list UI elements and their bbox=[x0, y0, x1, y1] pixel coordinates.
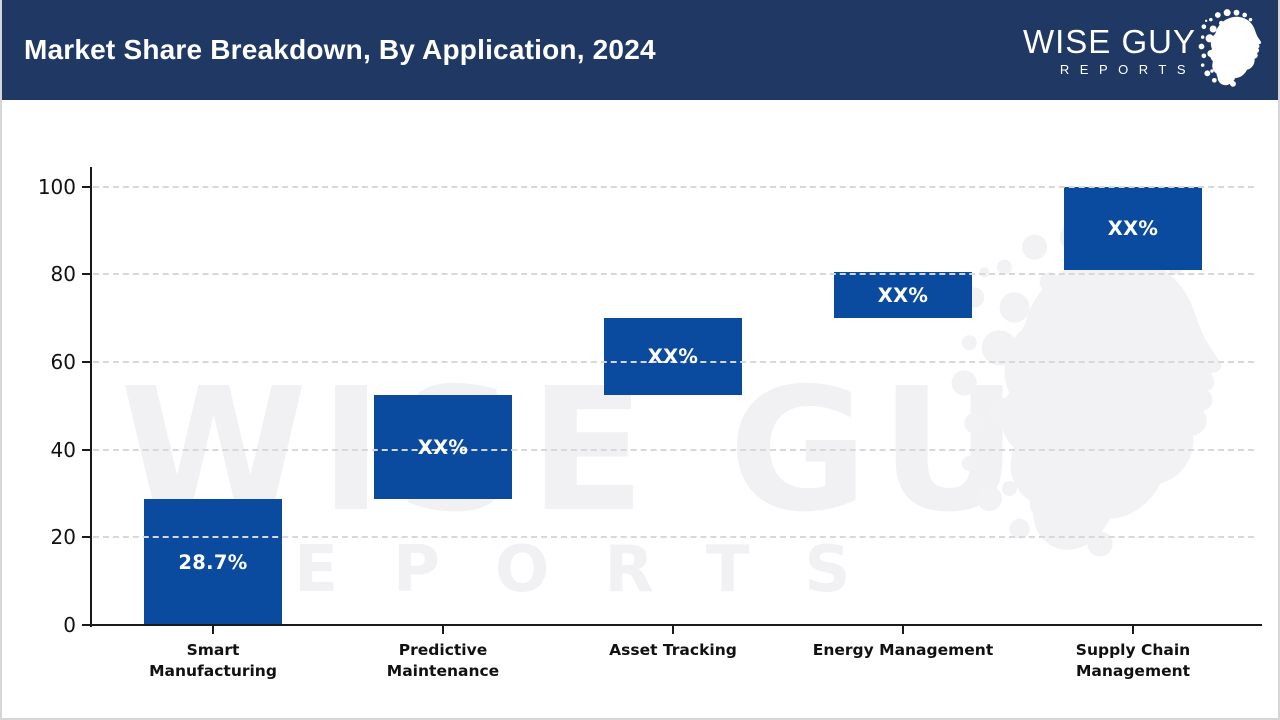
x-axis-tick-predictive-maintenance bbox=[442, 626, 444, 634]
bar-energy-management bbox=[834, 272, 972, 318]
y-axis-tick-80 bbox=[82, 273, 90, 275]
logo-wordmark: WISE GUY bbox=[1022, 22, 1196, 60]
logo-subtitle: REPORTS bbox=[1059, 61, 1196, 77]
logo-face-icon bbox=[1198, 9, 1268, 91]
bar-asset-tracking bbox=[604, 318, 742, 395]
gridline-y-40 bbox=[93, 449, 1254, 451]
gridline-y-100 bbox=[93, 186, 1254, 188]
bar-smart-manufacturing bbox=[144, 499, 282, 625]
category-label-line: Maintenance bbox=[386, 662, 500, 680]
x-axis-category-label-predictive-maintenance: Predictive Maintenance bbox=[328, 640, 558, 682]
category-label-line: Management bbox=[1075, 662, 1191, 680]
y-axis-line bbox=[90, 167, 92, 627]
y-axis-tick-60 bbox=[82, 361, 90, 363]
x-axis-category-label-supply-chain-management: Supply Chain Management bbox=[1018, 640, 1248, 682]
logo-text: WISE GUY REPORTS bbox=[1023, 25, 1196, 76]
x-axis-category-label-smart-manufacturing: Smart Manufacturing bbox=[98, 640, 328, 682]
wiseguy-logo: WISE GUY REPORTS bbox=[1023, 9, 1268, 91]
watermark-subtitle: REPORTS bbox=[190, 533, 906, 607]
x-axis-category-label-asset-tracking: Asset Tracking bbox=[558, 640, 788, 661]
y-axis-tick-label-100: 100 bbox=[37, 175, 76, 199]
category-label-line: Smart bbox=[186, 641, 240, 659]
y-axis-tick-label-40: 40 bbox=[50, 438, 76, 462]
y-axis-tick-label-20: 20 bbox=[50, 525, 76, 549]
x-axis-tick-smart-manufacturing bbox=[212, 626, 214, 634]
y-axis-tick-label-0: 0 bbox=[63, 613, 76, 637]
y-axis-tick-label-80: 80 bbox=[50, 262, 76, 286]
y-axis-tick-40 bbox=[82, 449, 90, 451]
x-axis-category-label-energy-management: Energy Management bbox=[788, 640, 1018, 661]
category-label-line: Predictive bbox=[398, 641, 488, 659]
category-label-line: Asset Tracking bbox=[609, 641, 737, 659]
y-axis-tick-20 bbox=[82, 536, 90, 538]
gridline-y-80 bbox=[93, 273, 1254, 275]
chart-area: WISE GUY REPORTS 0 20 40 60 80 100 Smart Manufa… bbox=[2, 100, 1278, 718]
gridline-y-60 bbox=[93, 361, 1254, 363]
bar-predictive-maintenance bbox=[374, 395, 512, 499]
page-title: Market Share Breakdown, By Application, … bbox=[24, 34, 656, 65]
x-axis-tick-supply-chain-management bbox=[1132, 626, 1134, 634]
y-axis-tick-label-60: 60 bbox=[50, 350, 76, 374]
y-axis-tick-0 bbox=[82, 624, 90, 626]
category-label-line: Energy Management bbox=[812, 641, 994, 659]
x-axis-tick-energy-management bbox=[902, 626, 904, 634]
category-label-line: Supply Chain bbox=[1075, 641, 1191, 659]
y-axis-tick-100 bbox=[82, 186, 90, 188]
x-axis-line bbox=[87, 624, 1262, 626]
category-label-line: Manufacturing bbox=[149, 662, 277, 680]
header-bar: Market Share Breakdown, By Application, … bbox=[2, 0, 1278, 100]
x-axis-tick-asset-tracking bbox=[672, 626, 674, 634]
gridline-y-20 bbox=[93, 536, 1254, 538]
bar-supply-chain-management bbox=[1064, 187, 1202, 270]
